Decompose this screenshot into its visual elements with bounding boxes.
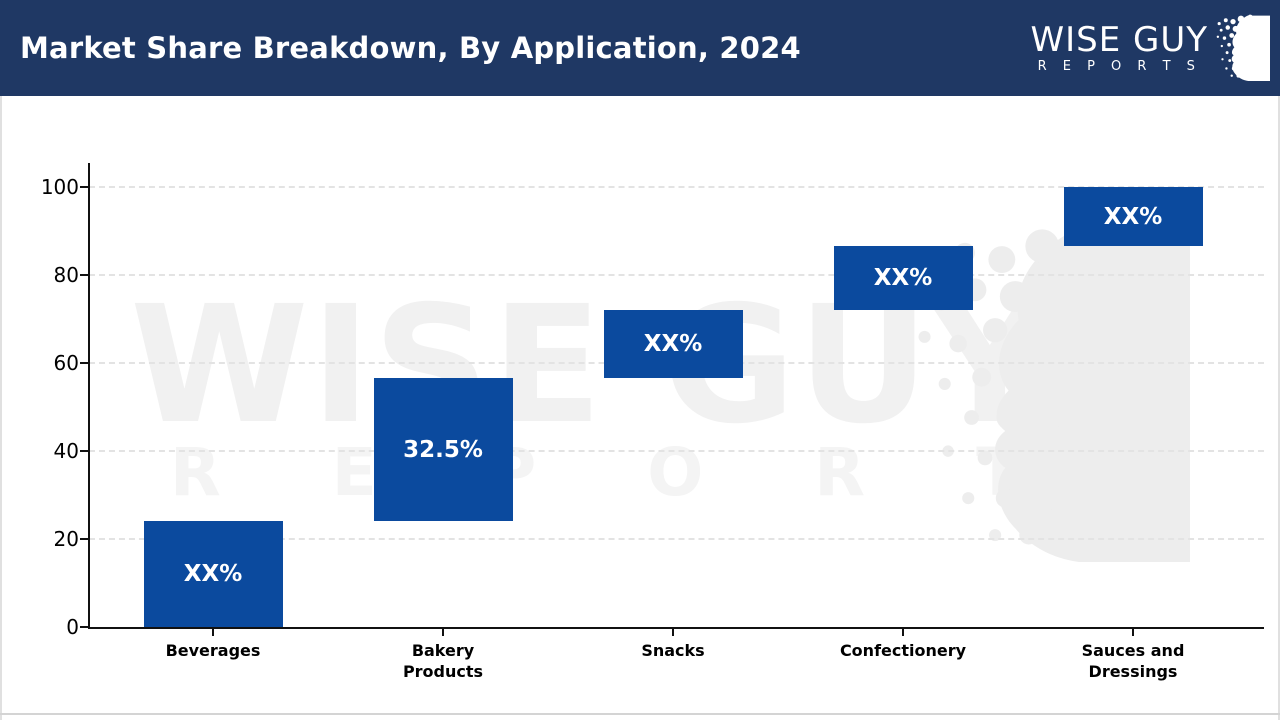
y-tick-label: 20 bbox=[53, 527, 79, 551]
logo-subtext: R E P O R T S bbox=[1037, 58, 1201, 74]
y-tickmark bbox=[80, 274, 89, 276]
wiseguy-logo: WISE GUY R E P O R T S bbox=[1020, 6, 1270, 90]
bar-value-label: XX% bbox=[183, 561, 243, 588]
watermark-subtext: R E P O R T S bbox=[170, 434, 1224, 511]
x-category-label: Snacks bbox=[641, 641, 705, 660]
x-tickmark bbox=[672, 629, 674, 636]
logo-text: WISE GUY R E P O R T S bbox=[1030, 23, 1208, 74]
logo-wordmark: WISE GUY bbox=[1030, 19, 1208, 60]
y-tickmark bbox=[80, 450, 89, 452]
chart-title: Market Share Breakdown, By Application, … bbox=[20, 31, 801, 65]
y-tick-label: 40 bbox=[53, 439, 79, 463]
dotted-face-profile-icon bbox=[1204, 10, 1270, 86]
x-tickmark bbox=[442, 629, 444, 636]
gridline-20 bbox=[89, 538, 1264, 540]
x-category-label: Confectionery bbox=[839, 641, 967, 660]
x-tickmark bbox=[212, 629, 214, 636]
x-category-label: Sauces and Dressings bbox=[1081, 641, 1185, 681]
y-tick-label: 100 bbox=[40, 175, 79, 199]
y-tickmark bbox=[80, 626, 89, 628]
bar-value-label: XX% bbox=[643, 331, 703, 358]
bar-value-label: 32.5% bbox=[403, 436, 483, 463]
y-tickmark bbox=[80, 362, 89, 364]
y-tick-label: 0 bbox=[66, 615, 79, 639]
y-axis-spine bbox=[88, 163, 90, 629]
y-tickmark bbox=[80, 538, 89, 540]
bar-value-label: XX% bbox=[873, 265, 933, 292]
bottom-border bbox=[0, 713, 1280, 715]
header-bar: Market Share Breakdown, By Application, … bbox=[0, 0, 1280, 96]
gridline-100 bbox=[89, 186, 1264, 188]
bar-beverages: XX% bbox=[143, 521, 283, 627]
x-category-label: Bakery Products bbox=[402, 641, 484, 681]
gridline-40 bbox=[89, 450, 1264, 452]
x-tickmark bbox=[1132, 629, 1134, 636]
gridline-80 bbox=[89, 274, 1264, 276]
bar-bakery-products: 32.5% bbox=[373, 378, 513, 522]
bar-sauces-and-dressings: XX% bbox=[1063, 187, 1203, 247]
y-tick-label: 80 bbox=[53, 263, 79, 287]
x-category-label: Beverages bbox=[165, 641, 261, 660]
x-axis-spine bbox=[88, 627, 1264, 629]
y-tickmark bbox=[80, 186, 89, 188]
x-tickmark bbox=[902, 629, 904, 636]
chart-area: WISE GUY R E P O R T S 0 20 40 60 80 100 XX% Be… bbox=[0, 96, 1280, 720]
y-tick-label: 60 bbox=[53, 351, 79, 375]
bar-value-label: XX% bbox=[1103, 203, 1163, 230]
bar-confectionery: XX% bbox=[833, 246, 973, 311]
bar-snacks: XX% bbox=[603, 310, 743, 379]
